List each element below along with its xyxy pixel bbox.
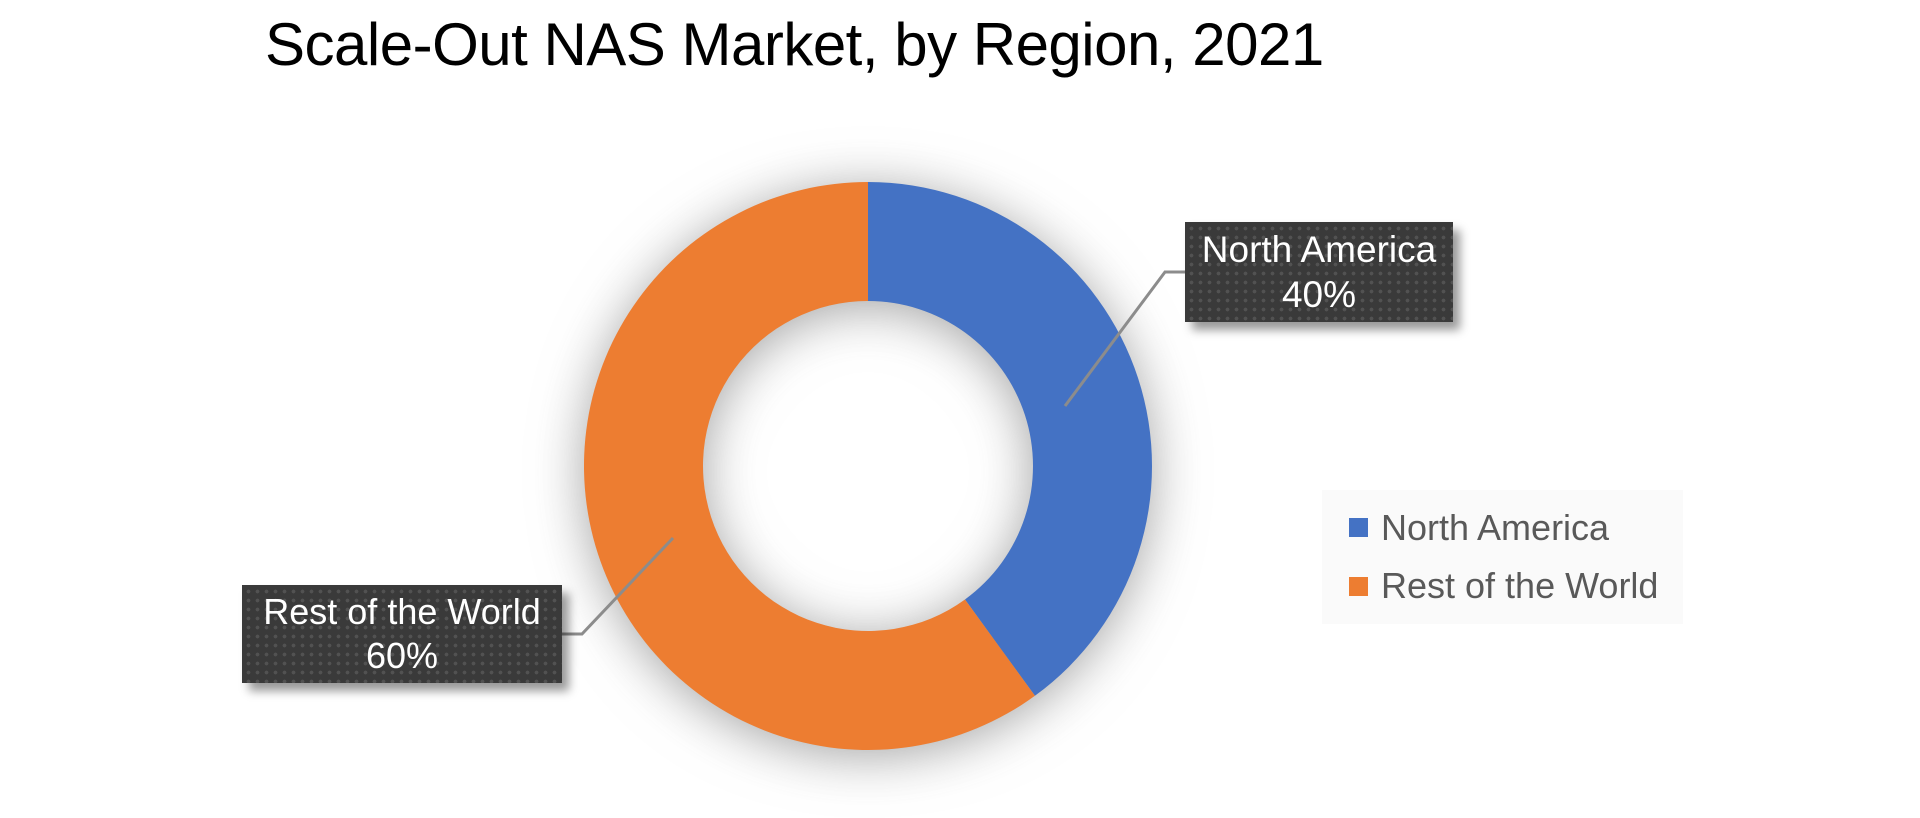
- donut-plot-area: [583, 182, 1152, 750]
- callout-value-text: 60%: [365, 635, 439, 676]
- legend-item-north-america: North America: [1349, 507, 1683, 549]
- chart-title: Scale-Out NAS Market, by Region, 2021: [265, 11, 1324, 78]
- legend-label: Rest of the World: [1381, 565, 1659, 607]
- callout-category-text: Rest of the World: [263, 591, 541, 633]
- chart-legend: North America Rest of the World: [1322, 490, 1683, 624]
- legend-swatch-north-america: [1349, 518, 1368, 538]
- callout-category-text: North America: [1201, 228, 1437, 270]
- callout-value-text: 40%: [1281, 274, 1357, 315]
- legend-label: North America: [1381, 506, 1610, 548]
- donut-chart: [583, 182, 1152, 750]
- data-label-callout-north-america: North America 40%: [1185, 222, 1453, 322]
- legend-swatch-rest-of-the-world: [1349, 576, 1368, 596]
- donut-segment-north-america: [868, 182, 1152, 696]
- legend-item-rest-of-the-world: Rest of the World: [1349, 565, 1683, 607]
- donut-segment-rest-of-the-world: [583, 182, 1035, 750]
- data-label-callout-rest-of-the-world: Rest of the World 60%: [242, 585, 562, 683]
